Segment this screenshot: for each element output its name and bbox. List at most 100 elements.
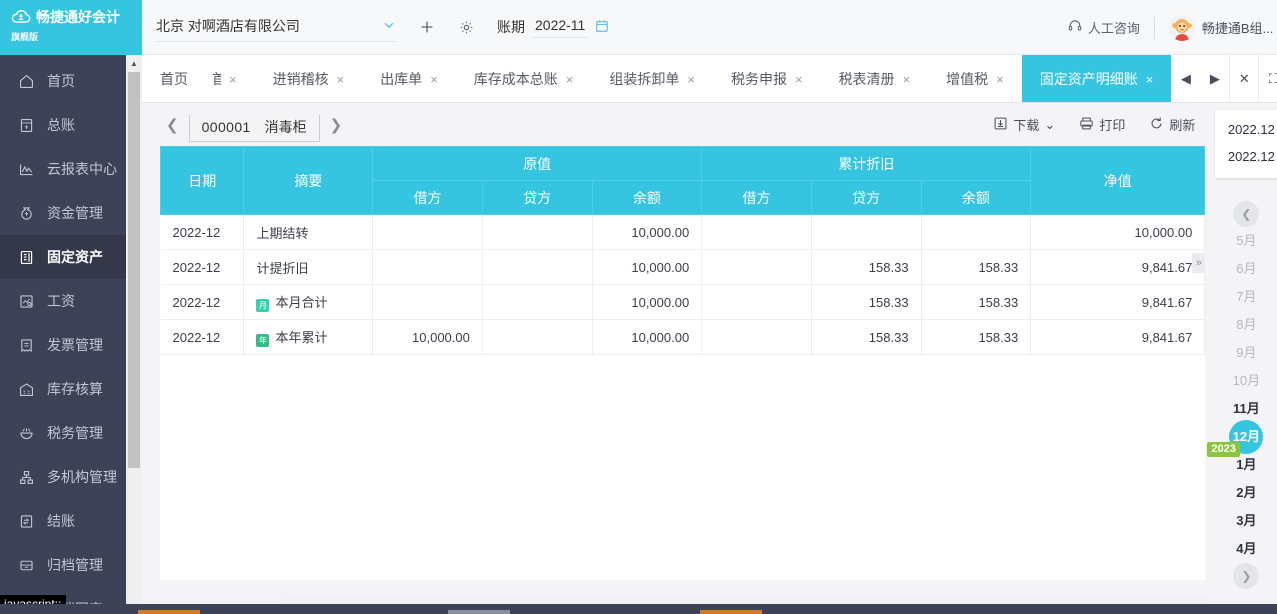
- cell-ov-debit: 10,000.00: [372, 319, 483, 355]
- tab-scroll-right-button[interactable]: ▶: [1209, 70, 1220, 86]
- sidebar-item-invoice[interactable]: 发票管理: [0, 323, 142, 367]
- chevron-right-icon[interactable]: ❯: [329, 116, 343, 134]
- month-item-8[interactable]: 8月: [1236, 317, 1257, 332]
- download-button[interactable]: 下载 ⌄: [993, 115, 1055, 134]
- close-icon[interactable]: ×: [794, 71, 803, 87]
- tab-assembly-disassembly[interactable]: 组装拆卸单 ×: [591, 55, 713, 102]
- sidebar-item-closing[interactable]: 结账: [0, 499, 142, 543]
- close-icon[interactable]: ×: [1145, 71, 1154, 87]
- sidebar-nav: 首页 总账 云报表中心 资金管理 固定资产 工资: [0, 55, 142, 614]
- sidebar-scrollbar[interactable]: ▲ ▼: [126, 55, 142, 614]
- table-row[interactable]: 2022-12 月本月合计 10,000.00 158.33 158.33 9,…: [160, 284, 1206, 320]
- tab-vat[interactable]: 增值税 ×: [928, 55, 1022, 102]
- close-icon[interactable]: ×: [336, 71, 345, 87]
- collapse-right-icon[interactable]: »: [1192, 253, 1206, 273]
- refresh-button[interactable]: 刷新: [1149, 115, 1195, 134]
- report-sheet: 日期 摘要 原值 累计折旧 净值 借方 贷方 余额 借方 贷方 余额: [159, 146, 1206, 580]
- refresh-icon: [1149, 116, 1164, 134]
- sidebar-item-payroll[interactable]: 工资: [0, 279, 142, 323]
- month-item-7[interactable]: 7月: [1236, 289, 1257, 304]
- refresh-label: 刷新: [1169, 118, 1196, 133]
- cell-date: 2022-12: [160, 249, 245, 285]
- period-popup-item[interactable]: 2022.12: [1227, 149, 1275, 164]
- taskbar-item[interactable]: [138, 610, 200, 614]
- table-row[interactable]: 2022-12 上期结转 10,000.00 10,000.00: [160, 214, 1206, 250]
- asset-selector[interactable]: 000001 消毒柜: [188, 115, 320, 142]
- sidebar-item-ledger[interactable]: 总账: [0, 103, 142, 147]
- tab-home[interactable]: 首页: [142, 55, 194, 102]
- sidebar-item-label: 发票管理: [47, 337, 103, 353]
- print-button[interactable]: 打印: [1079, 115, 1125, 134]
- tab-scroll-left-button[interactable]: ◀: [1180, 70, 1191, 86]
- sidebar-item-inventory[interactable]: 库存核算: [0, 367, 142, 411]
- calendar-icon[interactable]: [594, 18, 610, 37]
- cell-ad-debit: [701, 249, 812, 285]
- taskbar-item[interactable]: [448, 610, 510, 614]
- scrollbar-thumb[interactable]: [128, 72, 140, 468]
- sidebar-item-cloud-report[interactable]: 云报表中心: [0, 147, 142, 191]
- month-item-9[interactable]: 9月: [1236, 345, 1257, 360]
- tab-inventory-cost-ledger[interactable]: 库存成本总账 ×: [456, 55, 592, 102]
- sidebar-item-tax[interactable]: 税务管理: [0, 411, 142, 455]
- taskbar-item[interactable]: [700, 610, 762, 614]
- sidebar-item-home[interactable]: 首页: [0, 59, 142, 103]
- chevron-down-icon[interactable]: ❯: [1233, 563, 1260, 589]
- close-icon[interactable]: ×: [565, 71, 574, 87]
- close-icon[interactable]: ×: [902, 71, 911, 87]
- month-item-1[interactable]: 2023 1月: [1205, 442, 1277, 479]
- top-header: 北京 对啊酒店有限公司 账期 2022-11: [142, 0, 1277, 55]
- tab-tax-filing[interactable]: 税务申报 ×: [713, 55, 821, 102]
- cell-ad-balance: 158.33: [921, 284, 1032, 320]
- sidebar-item-label: 云报表中心: [47, 161, 117, 177]
- scroll-up-icon[interactable]: ▲: [126, 55, 142, 71]
- period-popup-item[interactable]: 2022.12: [1227, 122, 1275, 137]
- close-icon[interactable]: ×: [229, 71, 237, 87]
- avatar: [1168, 14, 1195, 41]
- month-item-11[interactable]: 11月: [1232, 401, 1260, 416]
- tab-outbound-order[interactable]: 出库单 ×: [362, 55, 456, 102]
- period-label: 账期: [497, 19, 525, 35]
- close-icon[interactable]: ×: [687, 71, 695, 87]
- period-value[interactable]: 2022-11: [533, 17, 588, 38]
- summary-text: 本月合计: [275, 295, 328, 310]
- brand-logo[interactable]: 畅捷通好会计 旗舰版: [0, 0, 142, 55]
- close-icon[interactable]: ×: [430, 71, 438, 87]
- month-item-5[interactable]: 5月: [1236, 233, 1257, 248]
- sidebar-item-archive[interactable]: 归档管理: [0, 543, 142, 587]
- sidebar-item-label: 资金管理: [47, 205, 103, 221]
- chevron-left-icon[interactable]: ❮: [166, 116, 179, 134]
- tab-close-all-button[interactable]: ✕: [1229, 54, 1258, 103]
- chevron-up-icon[interactable]: ❮: [1233, 201, 1260, 227]
- month-item-3[interactable]: 3月: [1236, 513, 1257, 528]
- tab-clipped[interactable]: 首 ×: [194, 55, 255, 102]
- tab-purchase-sales-audit[interactable]: 进销稽核 ×: [255, 55, 363, 102]
- month-item-4[interactable]: 4月: [1236, 541, 1257, 556]
- col-ov-debit: 借方: [372, 180, 483, 215]
- tab-fullscreen-button[interactable]: ⛶: [1258, 54, 1277, 103]
- sidebar-item-multi-org[interactable]: 多机构管理: [0, 455, 142, 499]
- tab-tax-report-list[interactable]: 税表清册 ×: [821, 55, 929, 102]
- sidebar-item-fixed-assets[interactable]: 固定资产: [0, 235, 142, 279]
- tab-controls: ◀ ▶ ✕ ⛶: [1171, 54, 1277, 103]
- settings-button[interactable]: [458, 19, 475, 36]
- company-selector[interactable]: 北京 对啊酒店有限公司: [156, 16, 396, 42]
- report-toolbar: ❮ 000001 消毒柜 ❯ 下载 ⌄: [142, 103, 1277, 146]
- horizontal-scrollbar[interactable]: [284, 596, 1277, 604]
- table-row[interactable]: 2022-12 计提折旧 10,000.00 158.33 158.33 9,8…: [160, 249, 1206, 285]
- human-consult-button[interactable]: 人工咨询: [1067, 18, 1140, 37]
- user-name: 畅捷通B组...: [1201, 21, 1274, 36]
- month-item-2[interactable]: 2月: [1236, 485, 1257, 500]
- sidebar-item-label: 税务管理: [47, 425, 103, 441]
- tab-fixed-asset-detail-ledger[interactable]: 固定资产明细账 ×: [1021, 55, 1172, 102]
- close-icon[interactable]: ×: [996, 71, 1004, 87]
- month-item-10[interactable]: 10月: [1232, 373, 1261, 388]
- user-menu[interactable]: 畅捷通B组...: [1168, 14, 1274, 41]
- table-row[interactable]: 2022-12 年本年累计 10,000.00 10,000.00 158.33…: [160, 319, 1206, 355]
- sidebar-item-label: 工资: [47, 293, 75, 309]
- col-date: 日期: [159, 146, 245, 215]
- chevron-down-icon: [382, 18, 396, 35]
- sidebar-item-funds[interactable]: 资金管理: [0, 191, 142, 235]
- add-company-button[interactable]: [418, 18, 436, 36]
- cell-summary: 月本月合计: [243, 284, 374, 320]
- month-item-6[interactable]: 6月: [1236, 261, 1257, 276]
